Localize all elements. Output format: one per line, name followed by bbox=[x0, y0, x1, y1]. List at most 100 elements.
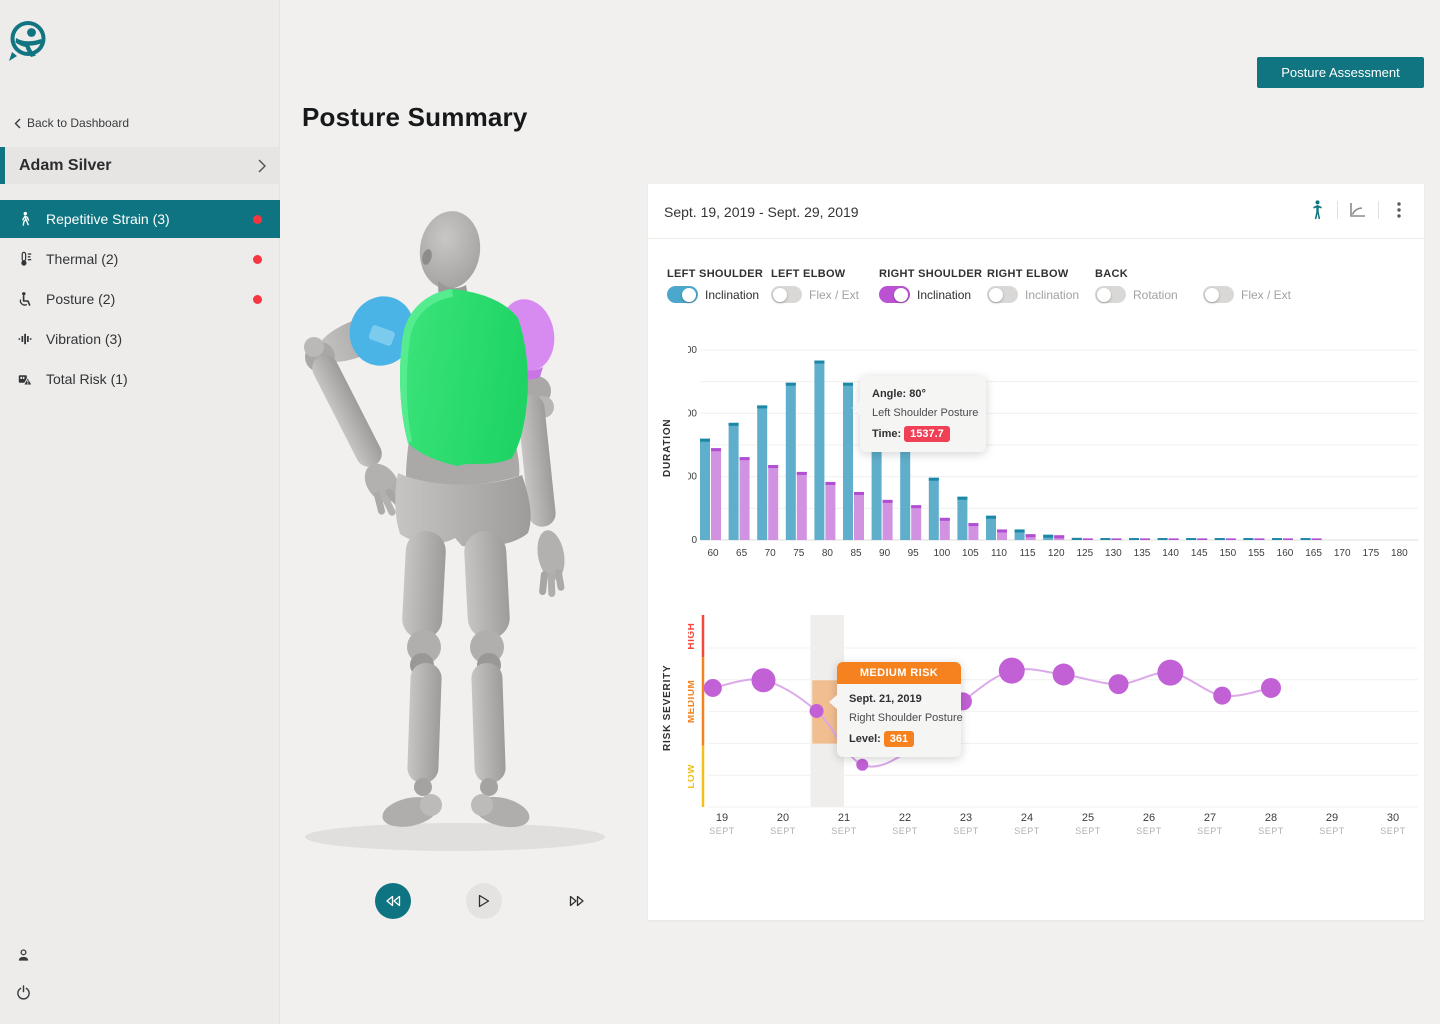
sidebar-item-thermal[interactable]: Thermal (2) bbox=[0, 240, 280, 278]
svg-text:21: 21 bbox=[838, 812, 850, 824]
sidebar-item-posture[interactable]: Posture (2) bbox=[0, 280, 280, 318]
svg-text:1800: 1800 bbox=[688, 345, 697, 356]
svg-text:600: 600 bbox=[688, 472, 697, 483]
power-icon[interactable] bbox=[16, 985, 31, 1000]
bar-chart-tooltip: Angle: 80° Left Shoulder Posture Time: 15… bbox=[852, 376, 986, 452]
rewind-icon bbox=[386, 895, 401, 907]
svg-text:95: 95 bbox=[908, 548, 920, 559]
svg-text:SEPT: SEPT bbox=[1319, 826, 1345, 836]
svg-text:LOW: LOW bbox=[688, 764, 697, 789]
svg-text:145: 145 bbox=[1191, 548, 1208, 559]
kebab-menu-icon[interactable] bbox=[1388, 199, 1410, 221]
sidebar-item-repetitive-strain[interactable]: Repetitive Strain (3) bbox=[0, 200, 280, 238]
svg-text:19: 19 bbox=[716, 812, 728, 824]
toggle-label: Flex / Ext bbox=[1241, 287, 1292, 302]
svg-text:MEDIUM: MEDIUM bbox=[688, 680, 697, 724]
svg-text:SEPT: SEPT bbox=[709, 826, 735, 836]
sidebar-menu: Repetitive Strain (3) Thermal (2) Posture … bbox=[0, 200, 280, 400]
play-button[interactable] bbox=[466, 883, 502, 919]
svg-text:27: 27 bbox=[1204, 812, 1216, 824]
playback-controls bbox=[360, 880, 620, 924]
toggle-group-back: BACK Rotation Flex / Ext bbox=[1095, 268, 1311, 303]
svg-text:90: 90 bbox=[879, 548, 891, 559]
sidebar-item-label: Vibration (3) bbox=[46, 331, 123, 347]
toggle-inclination[interactable] bbox=[987, 286, 1018, 303]
body-figure-icon[interactable] bbox=[1306, 199, 1328, 221]
sidebar-item-total-risk[interactable]: Total Risk (1) bbox=[0, 360, 280, 398]
svg-text:60: 60 bbox=[707, 548, 719, 559]
svg-text:70: 70 bbox=[765, 548, 777, 559]
vibration-icon bbox=[16, 330, 34, 348]
back-link-label: Back to Dashboard bbox=[27, 116, 130, 130]
toggle-group-heading: RIGHT ELBOW bbox=[987, 268, 1069, 280]
duration-bar-chart[interactable]: 0 600 1200 1800 60 65 70 75 80 85 90 95 100 105 110 115… bbox=[688, 334, 1424, 574]
toggle-rotation[interactable] bbox=[1095, 286, 1126, 303]
walking-person-icon bbox=[16, 210, 34, 228]
svg-text:80: 80 bbox=[822, 548, 834, 559]
back-highlight[interactable] bbox=[400, 289, 528, 466]
risk-tooltip-level-value: 361 bbox=[883, 731, 915, 747]
svg-text:SEPT: SEPT bbox=[953, 826, 979, 836]
posture-assessment-button[interactable]: Posture Assessment bbox=[1257, 57, 1424, 88]
toggle-group-heading: LEFT ELBOW bbox=[771, 268, 846, 280]
svg-text:115: 115 bbox=[1020, 548, 1036, 559]
risk-tooltip-level-label: Level: bbox=[849, 733, 881, 745]
sidebar-item-vibration[interactable]: Vibration (3) bbox=[0, 320, 280, 358]
alert-dot bbox=[253, 294, 262, 304]
svg-text:85: 85 bbox=[850, 548, 862, 559]
thermometer-icon bbox=[16, 250, 34, 268]
app-logo[interactable] bbox=[8, 20, 48, 62]
svg-text:155: 155 bbox=[1248, 548, 1265, 559]
svg-text:SEPT: SEPT bbox=[1197, 826, 1223, 836]
svg-text:150: 150 bbox=[1219, 548, 1236, 559]
toggle-group-heading: LEFT SHOULDER bbox=[667, 268, 764, 280]
toggle-group-heading: BACK bbox=[1095, 268, 1128, 280]
toggle-group-heading: RIGHT SHOULDER bbox=[879, 268, 983, 280]
play-icon bbox=[478, 894, 490, 908]
toggle-flex-ext[interactable] bbox=[771, 286, 802, 303]
date-range: Sept. 19, 2019 - Sept. 29, 2019 bbox=[664, 204, 859, 220]
toggle-inclination[interactable] bbox=[667, 286, 698, 303]
line-chart-ylabel: RISK SEVERITY bbox=[662, 664, 673, 751]
svg-text:SEPT: SEPT bbox=[1014, 826, 1040, 836]
panel-header-icons bbox=[1306, 199, 1410, 221]
patient-row[interactable]: Adam Silver bbox=[0, 147, 280, 184]
back-to-dashboard-link[interactable]: Back to Dashboard bbox=[14, 116, 129, 130]
panel-header: Sept. 19, 2019 - Sept. 29, 2019 bbox=[648, 184, 1424, 239]
svg-text:125: 125 bbox=[1076, 548, 1093, 559]
toggle-label: Rotation bbox=[1133, 287, 1178, 302]
risk-tooltip-series: Right Shoulder Posture bbox=[849, 712, 963, 724]
svg-text:26: 26 bbox=[1143, 812, 1155, 824]
left-shoulder-highlight[interactable] bbox=[340, 287, 424, 375]
svg-text:170: 170 bbox=[1334, 548, 1351, 559]
svg-text:SEPT: SEPT bbox=[831, 826, 857, 836]
svg-text:180: 180 bbox=[1391, 548, 1408, 559]
toggle-flex-ext[interactable] bbox=[1203, 286, 1234, 303]
svg-text:22: 22 bbox=[899, 812, 911, 824]
mannequin-figure[interactable] bbox=[290, 195, 620, 865]
svg-text:30: 30 bbox=[1387, 812, 1399, 824]
svg-text:SEPT: SEPT bbox=[1258, 826, 1284, 836]
risk-tooltip-date: Sept. 21, 2019 bbox=[849, 693, 922, 705]
line-chart-icon[interactable] bbox=[1347, 199, 1369, 221]
seated-person-icon bbox=[16, 290, 34, 308]
svg-text:110: 110 bbox=[991, 548, 1007, 559]
svg-text:65: 65 bbox=[736, 548, 748, 559]
rewind-button[interactable] bbox=[375, 883, 411, 919]
user-account-icon[interactable] bbox=[16, 948, 31, 963]
toggle-inclination[interactable] bbox=[879, 286, 910, 303]
toggle-group-right-elbow: RIGHT ELBOW Inclination bbox=[987, 268, 1095, 303]
svg-text:25: 25 bbox=[1082, 812, 1094, 824]
sidebar-item-label: Repetitive Strain (3) bbox=[46, 211, 170, 227]
toggle-bar: LEFT SHOULDER Inclination LEFT ELBOW Flex /… bbox=[667, 268, 1311, 303]
svg-text:105: 105 bbox=[962, 548, 979, 559]
svg-text:SEPT: SEPT bbox=[1075, 826, 1101, 836]
brand-person-globe-icon bbox=[9, 21, 46, 61]
bar-chart-ylabel: DURATION bbox=[662, 418, 673, 477]
toggle-label: Flex / Ext bbox=[809, 287, 860, 302]
svg-text:0: 0 bbox=[691, 535, 697, 546]
svg-text:135: 135 bbox=[1134, 548, 1151, 559]
fast-forward-button[interactable] bbox=[559, 883, 595, 919]
risk-severity-line-chart[interactable]: HIGH MEDIUM LOW 19 SEPT 20 SEPT 21 SEPT 22 SEPT 23 S… bbox=[688, 600, 1424, 852]
svg-text:100: 100 bbox=[933, 548, 950, 559]
